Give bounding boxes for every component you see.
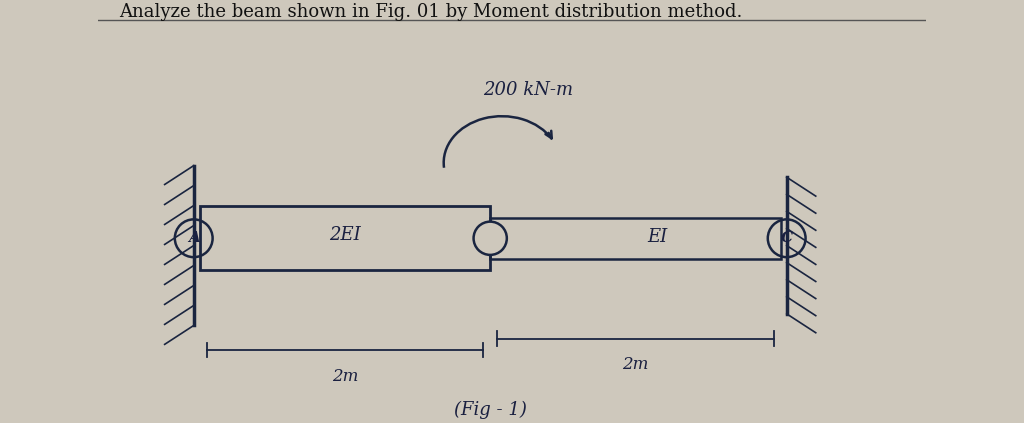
Text: (Fig - 1): (Fig - 1) bbox=[454, 401, 526, 419]
Text: Analyze the beam shown in Fig. 01 by Moment distribution method.: Analyze the beam shown in Fig. 01 by Mom… bbox=[120, 3, 743, 21]
Text: 200 kN-m: 200 kN-m bbox=[483, 81, 573, 99]
Text: 2m: 2m bbox=[623, 356, 649, 373]
Text: EI: EI bbox=[647, 228, 668, 246]
Text: 2EI: 2EI bbox=[329, 226, 360, 244]
Text: A: A bbox=[187, 231, 200, 245]
Text: 2m: 2m bbox=[332, 368, 358, 385]
Text: B: B bbox=[484, 231, 496, 245]
Circle shape bbox=[473, 222, 507, 255]
Text: C: C bbox=[780, 231, 793, 245]
